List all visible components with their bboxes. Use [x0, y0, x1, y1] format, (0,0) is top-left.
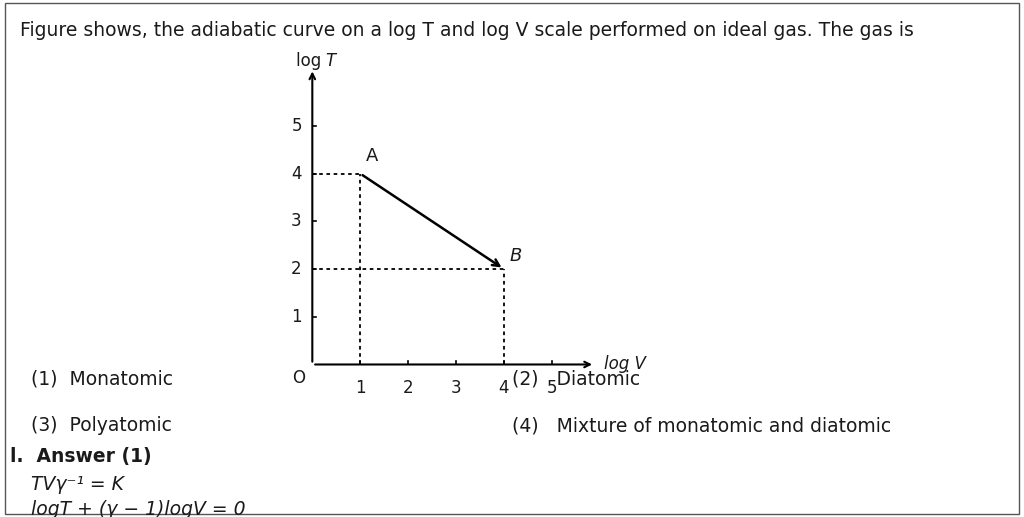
Text: O: O — [293, 369, 305, 387]
Text: l.  Answer (1): l. Answer (1) — [10, 447, 152, 466]
Text: 5: 5 — [547, 379, 557, 397]
Text: (4)   Mixture of monatomic and diatomic: (4) Mixture of monatomic and diatomic — [512, 416, 891, 435]
Text: 2: 2 — [291, 260, 302, 278]
Text: (1)  Monatomic: (1) Monatomic — [31, 370, 173, 389]
Text: 1: 1 — [291, 308, 302, 326]
Text: (2)   Diatomic: (2) Diatomic — [512, 370, 640, 389]
Text: log V: log V — [604, 356, 646, 373]
Text: TVγ⁻¹ = K: TVγ⁻¹ = K — [31, 475, 124, 494]
Text: B: B — [510, 247, 522, 265]
Text: A: A — [366, 147, 378, 165]
Text: 1: 1 — [355, 379, 366, 397]
Text: 4: 4 — [291, 164, 302, 183]
Text: T: T — [326, 52, 336, 70]
Text: 3: 3 — [291, 212, 302, 230]
Text: 3: 3 — [451, 379, 462, 397]
Text: log: log — [296, 52, 326, 70]
Text: 5: 5 — [291, 117, 302, 135]
Text: 4: 4 — [499, 379, 509, 397]
Text: Figure shows, the adiabatic curve on a log T and log V scale performed on ideal : Figure shows, the adiabatic curve on a l… — [20, 21, 914, 40]
Text: 2: 2 — [402, 379, 414, 397]
Text: (3)  Polyatomic: (3) Polyatomic — [31, 416, 172, 435]
Text: logT + (γ − 1)logV = 0: logT + (γ − 1)logV = 0 — [31, 500, 245, 517]
